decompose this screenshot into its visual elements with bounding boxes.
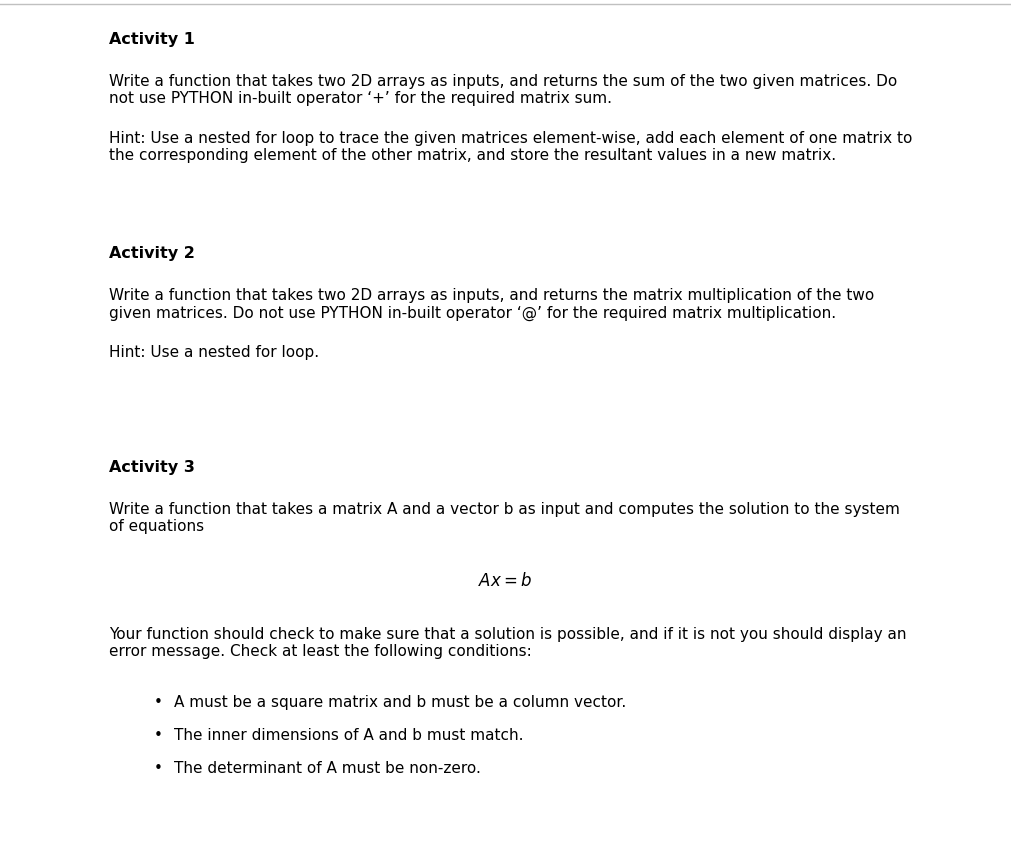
Text: Activity 3: Activity 3 xyxy=(109,460,195,475)
Text: A must be a square matrix and b must be a column vector.: A must be a square matrix and b must be … xyxy=(174,695,626,710)
Text: •: • xyxy=(154,728,163,743)
Text: Activity 2: Activity 2 xyxy=(109,246,195,261)
Text: Write a function that takes two 2D arrays as inputs, and returns the matrix mult: Write a function that takes two 2D array… xyxy=(109,288,875,321)
Text: Write a function that takes two 2D arrays as inputs, and returns the sum of the : Write a function that takes two 2D array… xyxy=(109,74,897,106)
Text: •: • xyxy=(154,695,163,710)
Text: Your function should check to make sure that a solution is possible, and if it i: Your function should check to make sure … xyxy=(109,627,907,660)
Text: Hint: Use a nested for loop to trace the given matrices element-wise, add each e: Hint: Use a nested for loop to trace the… xyxy=(109,131,912,164)
Text: The determinant of A must be non-zero.: The determinant of A must be non-zero. xyxy=(174,761,481,776)
Text: •: • xyxy=(154,761,163,776)
Text: Write a function that takes a matrix A and a vector b as input and computes the : Write a function that takes a matrix A a… xyxy=(109,502,900,534)
Text: Activity 1: Activity 1 xyxy=(109,32,195,47)
Text: The inner dimensions of A and b must match.: The inner dimensions of A and b must mat… xyxy=(174,728,524,743)
Text: $Ax = b$: $Ax = b$ xyxy=(478,572,533,590)
Text: Hint: Use a nested for loop.: Hint: Use a nested for loop. xyxy=(109,345,319,360)
